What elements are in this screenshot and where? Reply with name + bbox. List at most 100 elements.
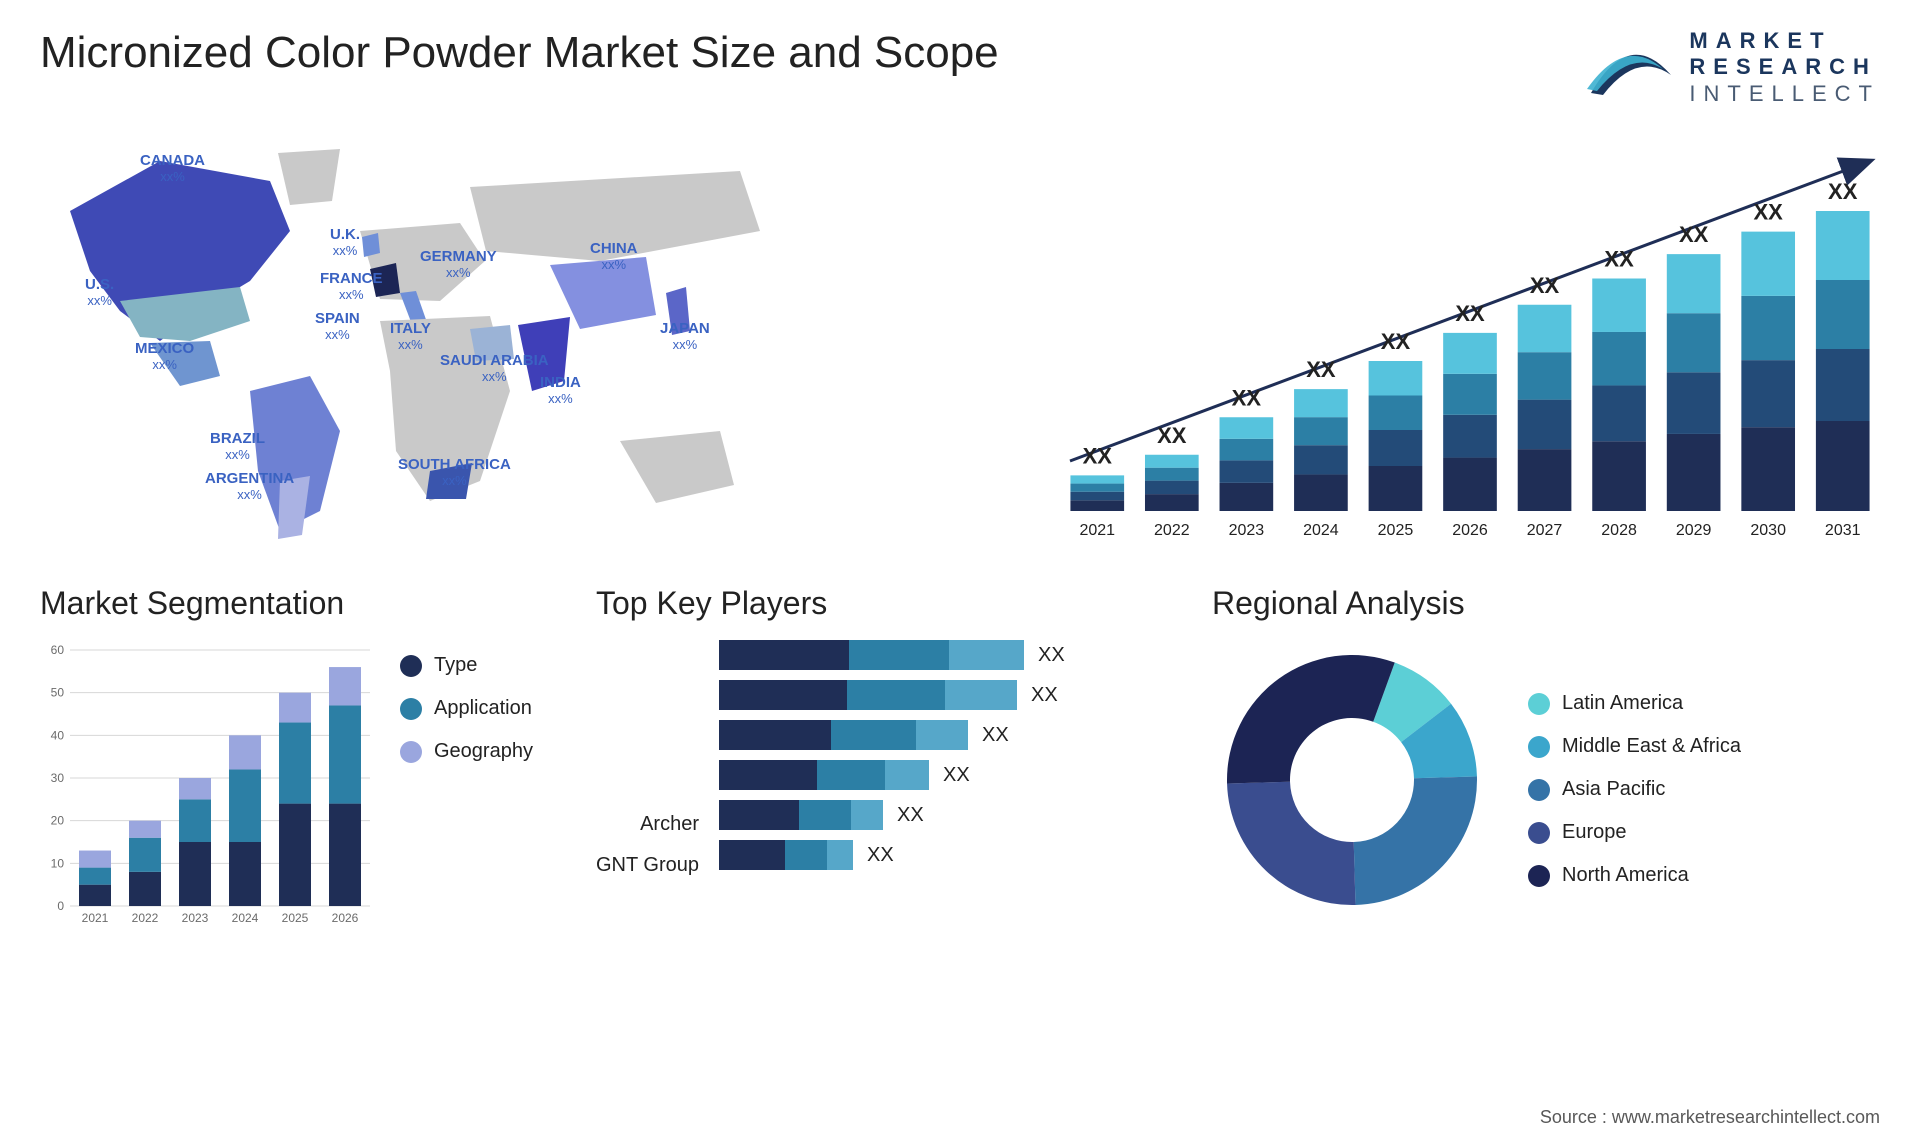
growth-bar-seg	[1070, 484, 1124, 492]
player-name: Archer	[596, 804, 699, 845]
map-label-brazil: BRAZILxx%	[210, 431, 265, 462]
growth-bar-seg	[1070, 476, 1124, 484]
growth-bar-seg	[1667, 372, 1721, 434]
growth-bar-seg	[1816, 211, 1870, 280]
growth-bar-value: XX	[1455, 301, 1485, 326]
player-bar-row: XX	[719, 720, 1065, 750]
player-bar-value: XX	[867, 844, 894, 867]
seg-year-label: 2022	[132, 911, 159, 925]
segmentation-title: Market Segmentation	[40, 585, 560, 622]
growth-bar-seg	[1145, 468, 1199, 481]
legend-label: Application	[434, 697, 532, 720]
growth-bar-seg	[1145, 455, 1199, 468]
player-bar	[719, 840, 853, 870]
map-label-spain: SPAINxx%	[315, 311, 360, 342]
map-label-u.k.: U.K.xx%	[330, 227, 360, 258]
growth-svg: XX2021XX2022XX2023XX2024XX2025XX2026XX20…	[1040, 131, 1900, 551]
player-bar-seg	[885, 760, 929, 790]
player-bar-seg	[827, 840, 853, 870]
seg-bar-seg	[129, 838, 161, 872]
growth-bar-seg	[1369, 466, 1423, 511]
seg-bar-seg	[279, 693, 311, 723]
seg-bar-seg	[229, 770, 261, 843]
growth-bar-value: XX	[1679, 222, 1709, 247]
growth-year-label: 2025	[1378, 522, 1414, 539]
seg-bar-seg	[179, 778, 211, 799]
player-bar	[719, 760, 929, 790]
growth-bar-seg	[1220, 483, 1274, 511]
seg-bar-seg	[229, 736, 261, 770]
growth-bar-seg	[1518, 449, 1572, 511]
growth-year-label: 2026	[1452, 522, 1488, 539]
legend-label: North America	[1562, 864, 1689, 887]
growth-bar-value: XX	[1530, 273, 1560, 298]
growth-year-label: 2022	[1154, 522, 1190, 539]
player-bar-seg	[949, 640, 1024, 670]
seg-bar-seg	[79, 868, 111, 885]
source-attribution: Source : www.marketresearchintellect.com	[1540, 1107, 1880, 1128]
seg-bar-seg	[329, 667, 361, 705]
map-label-saudi-arabia: SAUDI ARABIAxx%	[440, 353, 549, 384]
page-title: Micronized Color Powder Market Size and …	[40, 28, 999, 78]
legend-label: Type	[434, 654, 477, 677]
growth-bar-seg	[1741, 232, 1795, 296]
seg-ytick: 40	[51, 729, 65, 743]
growth-bar-seg	[1816, 421, 1870, 511]
player-bar	[719, 680, 1017, 710]
growth-year-label: 2024	[1303, 522, 1339, 539]
player-bar	[719, 720, 968, 750]
segmentation-legend-item: Application	[400, 697, 533, 720]
growth-year-label: 2023	[1229, 522, 1265, 539]
world-map: CANADAxx%U.S.xx%MEXICOxx%BRAZILxx%ARGENT…	[40, 131, 1000, 551]
legend-swatch	[1528, 779, 1550, 801]
player-bar-row: XX	[719, 640, 1065, 670]
legend-swatch	[1528, 693, 1550, 715]
growth-bar-seg	[1294, 445, 1348, 474]
player-bar-seg	[719, 840, 785, 870]
legend-label: Middle East & Africa	[1562, 735, 1741, 758]
logo-line1: MARKET	[1689, 28, 1831, 53]
seg-year-label: 2021	[82, 911, 109, 925]
legend-label: Geography	[434, 740, 533, 763]
growth-year-label: 2028	[1601, 522, 1637, 539]
seg-year-label: 2026	[332, 911, 359, 925]
legend-swatch	[400, 698, 422, 720]
growth-year-label: 2029	[1676, 522, 1712, 539]
player-bar-seg	[719, 800, 799, 830]
growth-bar-seg	[1294, 475, 1348, 512]
growth-bar-seg	[1145, 494, 1199, 511]
player-bar-seg	[851, 800, 883, 830]
regional-legend: Latin America Middle East & Africa Asia Pa…	[1528, 692, 1741, 887]
player-bar-row: XX	[719, 800, 1065, 830]
player-bar-seg	[945, 680, 1017, 710]
regional-legend-item: Middle East & Africa	[1528, 735, 1741, 758]
legend-swatch	[400, 655, 422, 677]
growth-bar-seg	[1369, 361, 1423, 396]
segmentation-panel: Market Segmentation 01020304050602021202…	[40, 585, 560, 935]
players-title: Top Key Players	[596, 585, 1176, 622]
map-region-uk	[362, 233, 380, 257]
map-label-france: FRANCExx%	[320, 271, 383, 302]
player-bar-row: XX	[719, 840, 1065, 870]
seg-bar-seg	[279, 723, 311, 804]
legend-swatch	[400, 741, 422, 763]
player-bar-seg	[916, 720, 968, 750]
legend-swatch	[1528, 865, 1550, 887]
map-label-south-africa: SOUTH AFRICAxx%	[398, 457, 511, 488]
player-bar-value: XX	[982, 724, 1009, 747]
growth-bar-seg	[1667, 313, 1721, 372]
seg-bar-seg	[79, 885, 111, 906]
growth-bar-seg	[1443, 333, 1497, 374]
regional-legend-item: Asia Pacific	[1528, 778, 1741, 801]
donut-svg	[1212, 640, 1492, 920]
regional-legend-item: Europe	[1528, 821, 1741, 844]
seg-ytick: 30	[51, 771, 65, 785]
seg-ytick: 10	[51, 857, 65, 871]
growth-bar-seg	[1070, 492, 1124, 501]
growth-year-label: 2031	[1825, 522, 1861, 539]
seg-bar-seg	[129, 821, 161, 838]
legend-label: Latin America	[1562, 692, 1683, 715]
growth-bar-seg	[1518, 400, 1572, 450]
growth-bar-seg	[1443, 458, 1497, 511]
seg-bar-seg	[279, 804, 311, 906]
